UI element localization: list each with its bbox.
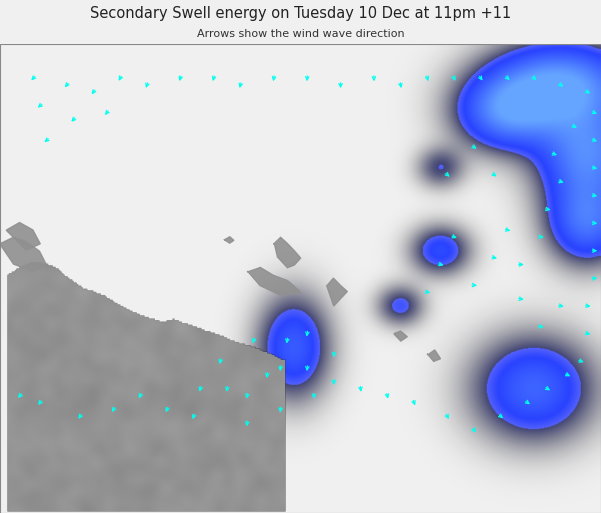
Polygon shape (273, 238, 300, 268)
Polygon shape (427, 350, 441, 361)
Polygon shape (0, 237, 46, 271)
Polygon shape (248, 267, 301, 295)
Polygon shape (6, 223, 40, 250)
Text: Arrows show the wind wave direction: Arrows show the wind wave direction (197, 29, 404, 39)
Polygon shape (224, 236, 234, 243)
Text: Secondary Swell energy on Tuesday 10 Dec at 11pm +11: Secondary Swell energy on Tuesday 10 Dec… (90, 7, 511, 22)
Polygon shape (327, 278, 347, 306)
Polygon shape (394, 331, 407, 341)
